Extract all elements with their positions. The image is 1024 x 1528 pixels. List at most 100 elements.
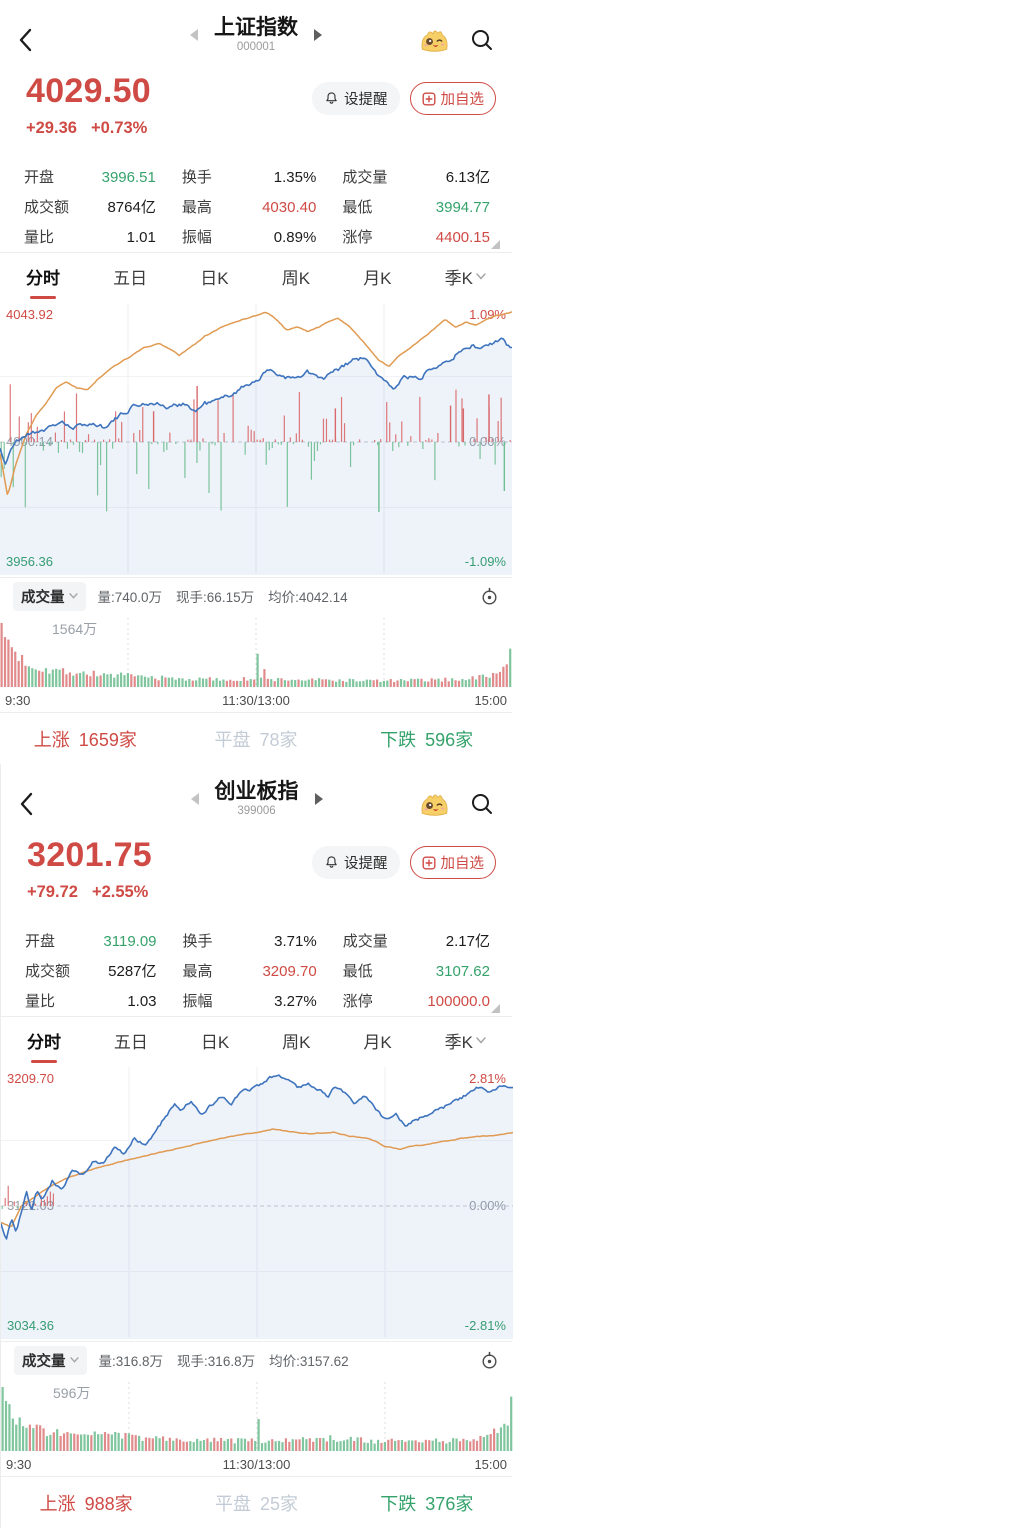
tab-minute[interactable]: 分时 (27, 1028, 61, 1053)
price-section: 3201.75 +79.72 +2.55% 设提醒 加自选 (1, 830, 512, 918)
stat-value: 0.89% (273, 229, 317, 246)
time-axis: 9:30 11:30/13:00 15:00 (0, 690, 512, 712)
stat-value: 3107.62 (435, 963, 490, 980)
stat-value: 1.03 (127, 993, 157, 1010)
intraday-chart[interactable]: 3209.70 2.81% 3122.03 0.00% 3034.36 -2.8… (1, 1063, 513, 1341)
breadth-up[interactable]: 上涨 1659家 (33, 729, 137, 750)
stat-value: 1.01 (126, 229, 156, 246)
prev-index-arrow-icon[interactable] (190, 28, 198, 41)
index-price: 3201.75 (27, 836, 153, 874)
stat-value: 3119.09 (103, 933, 157, 950)
stat-item: 成交量 6.13亿 (342, 166, 490, 187)
tab-monthly-k[interactable]: 月K (363, 1032, 392, 1052)
set-alert-button[interactable]: 设提醒 (312, 846, 400, 879)
settings-gear-icon[interactable] (480, 1351, 499, 1370)
chart-label-high: 4043.92 (6, 307, 53, 322)
stat-item: 振幅 3.27% (183, 990, 317, 1011)
plus-box-icon (422, 92, 436, 106)
prev-index-arrow-icon[interactable] (190, 792, 199, 805)
stat-value: 3.27% (274, 993, 317, 1010)
volume-chart[interactable]: 1564万 (0, 614, 512, 690)
volume-indicator-pill[interactable]: 成交量 (14, 1345, 87, 1375)
stats-grid: 开盘 3996.51 换手 1.35% 成交量 6.13亿 成交额 8764亿 最高 40… (0, 154, 512, 252)
breadth-down[interactable]: 下跌 596家 (380, 729, 474, 750)
chevron-down-icon (476, 1036, 486, 1044)
breadth-down[interactable]: 下跌 376家 (380, 1493, 474, 1514)
chart-label-zero-pct: 0.00% (469, 435, 506, 448)
add-watchlist-button[interactable]: 加自选 (409, 82, 496, 115)
stat-label: 成交量 (342, 933, 388, 950)
tab-monthly-k[interactable]: 月K (363, 268, 392, 288)
stat-item: 换手 1.35% (182, 166, 316, 187)
stat-item: 换手 3.71% (183, 930, 317, 951)
stat-value: 100000.0 (427, 993, 490, 1010)
tab-daily-k[interactable]: 日K (200, 1032, 230, 1052)
stat-label: 最高 (181, 199, 212, 216)
stat-label: 成交额 (24, 199, 70, 216)
tab-minute[interactable]: 分时 (26, 264, 60, 289)
breadth-up[interactable]: 上涨 988家 (39, 1493, 133, 1514)
expand-corner-icon[interactable] (491, 1004, 500, 1013)
market-breadth: 上涨 1659家 平盘 78家 下跌 596家 (0, 713, 512, 764)
header-bar: 上证指数 000001 (0, 0, 512, 66)
index-title: 上证指数 (214, 16, 298, 39)
stat-item: 涨停 100000.0 (343, 990, 490, 1011)
stat-item: 成交额 5287亿 (25, 960, 157, 981)
time-midday: 11:30/13:00 (222, 693, 290, 708)
stat-value: 8764亿 (107, 199, 156, 216)
stat-label: 换手 (182, 933, 213, 950)
tab-daily-k[interactable]: 日K (200, 268, 229, 288)
tab-quarter-k[interactable]: 季K (445, 1028, 486, 1053)
stat-value: 3.71% (274, 933, 317, 950)
stat-value: 1.35% (273, 169, 317, 186)
mascot-icon[interactable] (419, 791, 450, 818)
time-midday: 11:30/13:00 (222, 1457, 291, 1472)
search-icon[interactable] (470, 28, 494, 52)
search-icon[interactable] (470, 792, 494, 816)
intraday-chart[interactable]: 4043.92 1.09% 4000.14 0.00% 3956.36 -1.0… (0, 299, 512, 577)
tab-weekly-k[interactable]: 周K (282, 1032, 311, 1052)
tab-five-day[interactable]: 五日 (113, 268, 148, 288)
breadth-flat[interactable]: 平盘 78家 (214, 729, 298, 750)
set-alert-button[interactable]: 设提醒 (312, 82, 400, 115)
bell-icon (324, 855, 339, 870)
chevron-down-icon (476, 272, 486, 280)
chart-label-low: 3956.36 (6, 555, 53, 568)
stat-label: 最低 (342, 963, 373, 980)
volume-chart[interactable]: 596万 (1, 1378, 513, 1454)
price-change: +29.36 (26, 118, 77, 137)
mascot-icon[interactable] (419, 27, 450, 54)
settings-gear-icon[interactable] (480, 587, 499, 606)
volume-amount: 量:740.0万 (97, 590, 163, 605)
volume-amount: 量:316.8万 (98, 1354, 164, 1369)
breadth-flat[interactable]: 平盘 25家 (214, 1493, 298, 1514)
back-icon[interactable] (16, 27, 36, 53)
next-index-arrow-icon[interactable] (314, 792, 323, 805)
stat-item: 最高 3209.70 (183, 960, 317, 981)
stat-item: 开盘 3996.51 (24, 166, 156, 187)
stat-item: 成交量 2.17亿 (343, 930, 490, 951)
next-index-arrow-icon[interactable] (314, 28, 322, 41)
average-price: 均价:4042.14 (268, 590, 348, 605)
stat-label: 量比 (25, 993, 56, 1010)
stat-label: 开盘 (25, 933, 56, 950)
stat-value: 5287亿 (108, 963, 157, 980)
chart-label-high-pct: 1.09% (469, 307, 506, 322)
tab-weekly-k[interactable]: 周K (281, 268, 311, 288)
price-change-pct: +0.73% (90, 118, 148, 137)
volume-indicator-pill[interactable]: 成交量 (13, 581, 86, 611)
stat-value: 4030.40 (262, 199, 317, 216)
divider (0, 712, 512, 713)
time-open: 9:30 (6, 1457, 32, 1472)
expand-corner-icon[interactable] (491, 240, 500, 249)
tab-five-day[interactable]: 五日 (113, 1032, 148, 1052)
add-watchlist-button[interactable]: 加自选 (409, 846, 496, 879)
time-close: 15:00 (474, 1457, 507, 1472)
stats-grid: 开盘 3119.09 换手 3.71% 成交量 2.17亿 成交额 5287亿 最高 32… (1, 918, 512, 1016)
stat-label: 最低 (342, 199, 373, 216)
stat-value: 3994.77 (435, 199, 490, 216)
stat-value: 4400.15 (435, 229, 490, 246)
tab-quarter-k[interactable]: 季K (445, 264, 486, 289)
stat-item: 最低 3994.77 (342, 196, 490, 217)
add-watchlist-label: 加自选 (440, 856, 485, 872)
